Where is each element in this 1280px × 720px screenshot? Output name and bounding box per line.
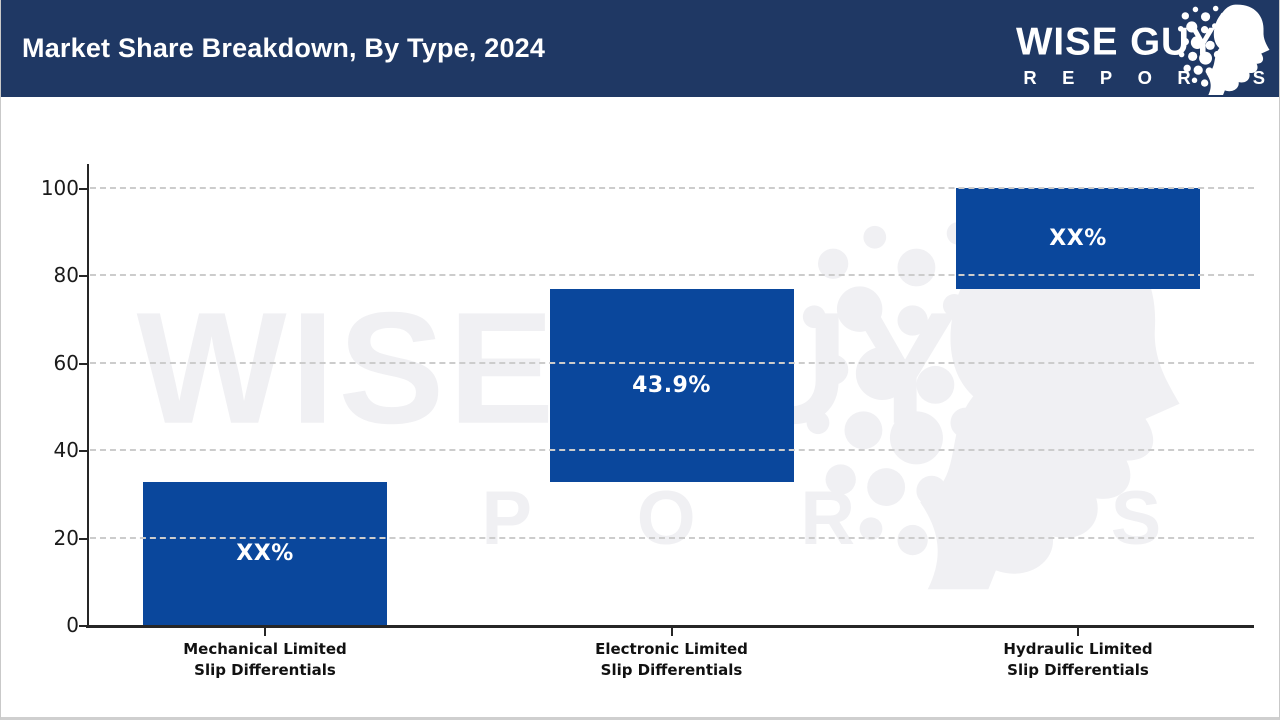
bar-segment: XX% bbox=[956, 187, 1200, 290]
x-axis-category-label: Electronic Limited Slip Differentials bbox=[532, 639, 812, 681]
category-label-line: Electronic Limited bbox=[595, 640, 748, 658]
x-tick-mark bbox=[1077, 628, 1079, 636]
y-axis-tick-label: 20 bbox=[53, 525, 79, 550]
x-tick-mark bbox=[264, 628, 266, 636]
y-axis-tick-label: 40 bbox=[53, 438, 79, 462]
y-axis-line bbox=[87, 164, 89, 628]
y-tick-mark bbox=[79, 275, 87, 277]
y-tick-mark bbox=[79, 362, 87, 365]
gridline-y40 bbox=[90, 449, 1254, 451]
y-axis-tick-label: 60 bbox=[53, 350, 79, 375]
x-axis-category-label: Hydraulic Limited Slip Differentials bbox=[938, 639, 1218, 681]
category-label-line: Slip Differentials bbox=[194, 661, 336, 679]
bar-value-label: XX% bbox=[236, 540, 294, 566]
y-axis-tick-label: 100 bbox=[40, 175, 79, 200]
bar-segment: 43.9% bbox=[549, 289, 794, 482]
bar-value-label: 43.9% bbox=[632, 372, 711, 398]
x-axis-category-label: Mechanical Limited Slip Differentials bbox=[125, 639, 405, 681]
category-label-line: Slip Differentials bbox=[1007, 661, 1149, 679]
y-tick-mark bbox=[79, 187, 87, 190]
page-title: Market Share Breakdown, By Type, 2024 bbox=[22, 33, 546, 63]
gridline-y60 bbox=[90, 361, 1254, 364]
category-label-line: Mechanical Limited bbox=[183, 640, 347, 658]
y-tick-mark bbox=[79, 625, 87, 627]
y-axis-tick-label: 80 bbox=[53, 263, 79, 287]
y-tick-mark bbox=[79, 537, 87, 540]
x-tick-mark bbox=[670, 628, 673, 636]
x-axis-line bbox=[86, 625, 1254, 628]
y-tick-mark bbox=[79, 450, 87, 452]
gridline-y100 bbox=[90, 186, 1254, 189]
bar-segment: XX% bbox=[143, 481, 387, 625]
y-axis-tick-label: 0 bbox=[66, 613, 79, 637]
category-label-line: Hydraulic Limited bbox=[1003, 640, 1153, 658]
bar-value-label: XX% bbox=[1049, 225, 1107, 251]
gridline-y80 bbox=[90, 274, 1254, 276]
header-band: Market Share Breakdown, By Type, 2024 bbox=[1, 0, 1279, 97]
category-label-line: Slip Differentials bbox=[600, 661, 743, 679]
gridline-y20 bbox=[90, 536, 1254, 539]
